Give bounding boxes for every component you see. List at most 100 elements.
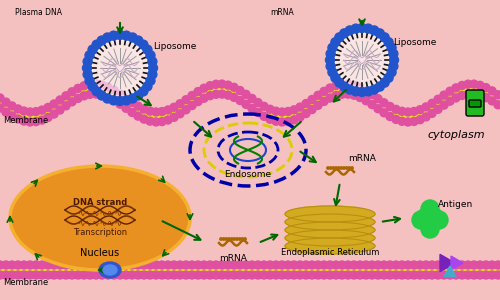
Circle shape [38, 261, 46, 269]
Circle shape [241, 238, 244, 240]
Circle shape [206, 92, 214, 100]
Circle shape [446, 271, 454, 279]
Circle shape [50, 271, 58, 279]
Circle shape [404, 261, 412, 269]
Circle shape [356, 261, 364, 269]
Circle shape [62, 102, 70, 110]
Bar [387, 110, 393, 116]
Circle shape [254, 99, 262, 106]
Circle shape [236, 261, 244, 269]
Circle shape [417, 209, 431, 223]
Circle shape [308, 95, 316, 104]
Circle shape [32, 118, 40, 126]
Circle shape [8, 261, 16, 269]
Bar [3, 106, 9, 111]
Circle shape [128, 98, 136, 106]
Circle shape [140, 115, 148, 123]
Bar [447, 95, 453, 100]
Circle shape [92, 40, 101, 49]
Circle shape [398, 117, 406, 125]
Bar [279, 116, 285, 121]
Circle shape [272, 117, 280, 125]
Circle shape [86, 90, 94, 98]
Circle shape [116, 90, 124, 98]
Circle shape [494, 271, 500, 279]
Circle shape [452, 271, 460, 279]
Circle shape [122, 104, 130, 112]
Circle shape [248, 94, 256, 103]
Circle shape [386, 271, 394, 279]
Circle shape [332, 82, 340, 90]
Circle shape [176, 271, 184, 279]
Circle shape [139, 40, 148, 49]
Circle shape [212, 271, 220, 279]
Circle shape [86, 80, 94, 88]
Bar [375, 103, 381, 108]
Circle shape [122, 31, 131, 40]
Circle shape [85, 51, 94, 60]
Circle shape [146, 271, 154, 279]
Circle shape [335, 33, 344, 42]
Bar [159, 116, 165, 121]
Circle shape [392, 271, 400, 279]
Bar [195, 96, 201, 100]
Circle shape [384, 38, 393, 47]
Circle shape [327, 167, 329, 169]
Circle shape [254, 261, 262, 269]
Circle shape [335, 78, 344, 87]
Circle shape [488, 261, 496, 269]
Bar [177, 108, 183, 113]
Circle shape [410, 118, 418, 125]
Circle shape [104, 93, 112, 101]
Circle shape [482, 261, 490, 269]
Bar [351, 89, 357, 94]
Circle shape [440, 271, 448, 279]
Text: mRNA: mRNA [348, 154, 376, 163]
Circle shape [26, 271, 34, 279]
Circle shape [392, 105, 400, 113]
Bar [0, 269, 500, 274]
Circle shape [284, 118, 292, 125]
Circle shape [308, 106, 316, 113]
Circle shape [458, 82, 466, 89]
Circle shape [356, 94, 364, 101]
Circle shape [331, 38, 340, 47]
Bar [465, 88, 471, 93]
Circle shape [182, 106, 190, 114]
Circle shape [182, 271, 190, 279]
Circle shape [266, 261, 274, 269]
Circle shape [68, 271, 76, 279]
Circle shape [296, 103, 304, 111]
Circle shape [476, 91, 484, 99]
Circle shape [86, 261, 94, 269]
Bar [135, 110, 141, 115]
Circle shape [362, 271, 370, 279]
Circle shape [284, 261, 292, 269]
Circle shape [326, 261, 334, 269]
Circle shape [230, 93, 238, 101]
Circle shape [152, 261, 160, 269]
Circle shape [428, 271, 436, 279]
Circle shape [85, 76, 94, 85]
Circle shape [278, 261, 286, 269]
Circle shape [362, 97, 370, 105]
Circle shape [344, 271, 352, 279]
Bar [81, 90, 87, 95]
Circle shape [350, 81, 358, 89]
Ellipse shape [99, 262, 121, 278]
Circle shape [320, 98, 328, 105]
Text: Endosome: Endosome [224, 170, 272, 179]
Circle shape [110, 96, 118, 104]
Circle shape [158, 108, 166, 116]
Bar [309, 103, 315, 109]
Circle shape [260, 271, 268, 279]
Bar [429, 107, 435, 112]
Circle shape [128, 261, 136, 269]
Circle shape [332, 271, 340, 279]
Circle shape [212, 80, 220, 88]
Bar [201, 92, 207, 97]
Circle shape [224, 91, 232, 99]
Circle shape [146, 107, 154, 115]
Circle shape [335, 167, 337, 169]
Circle shape [446, 261, 454, 269]
